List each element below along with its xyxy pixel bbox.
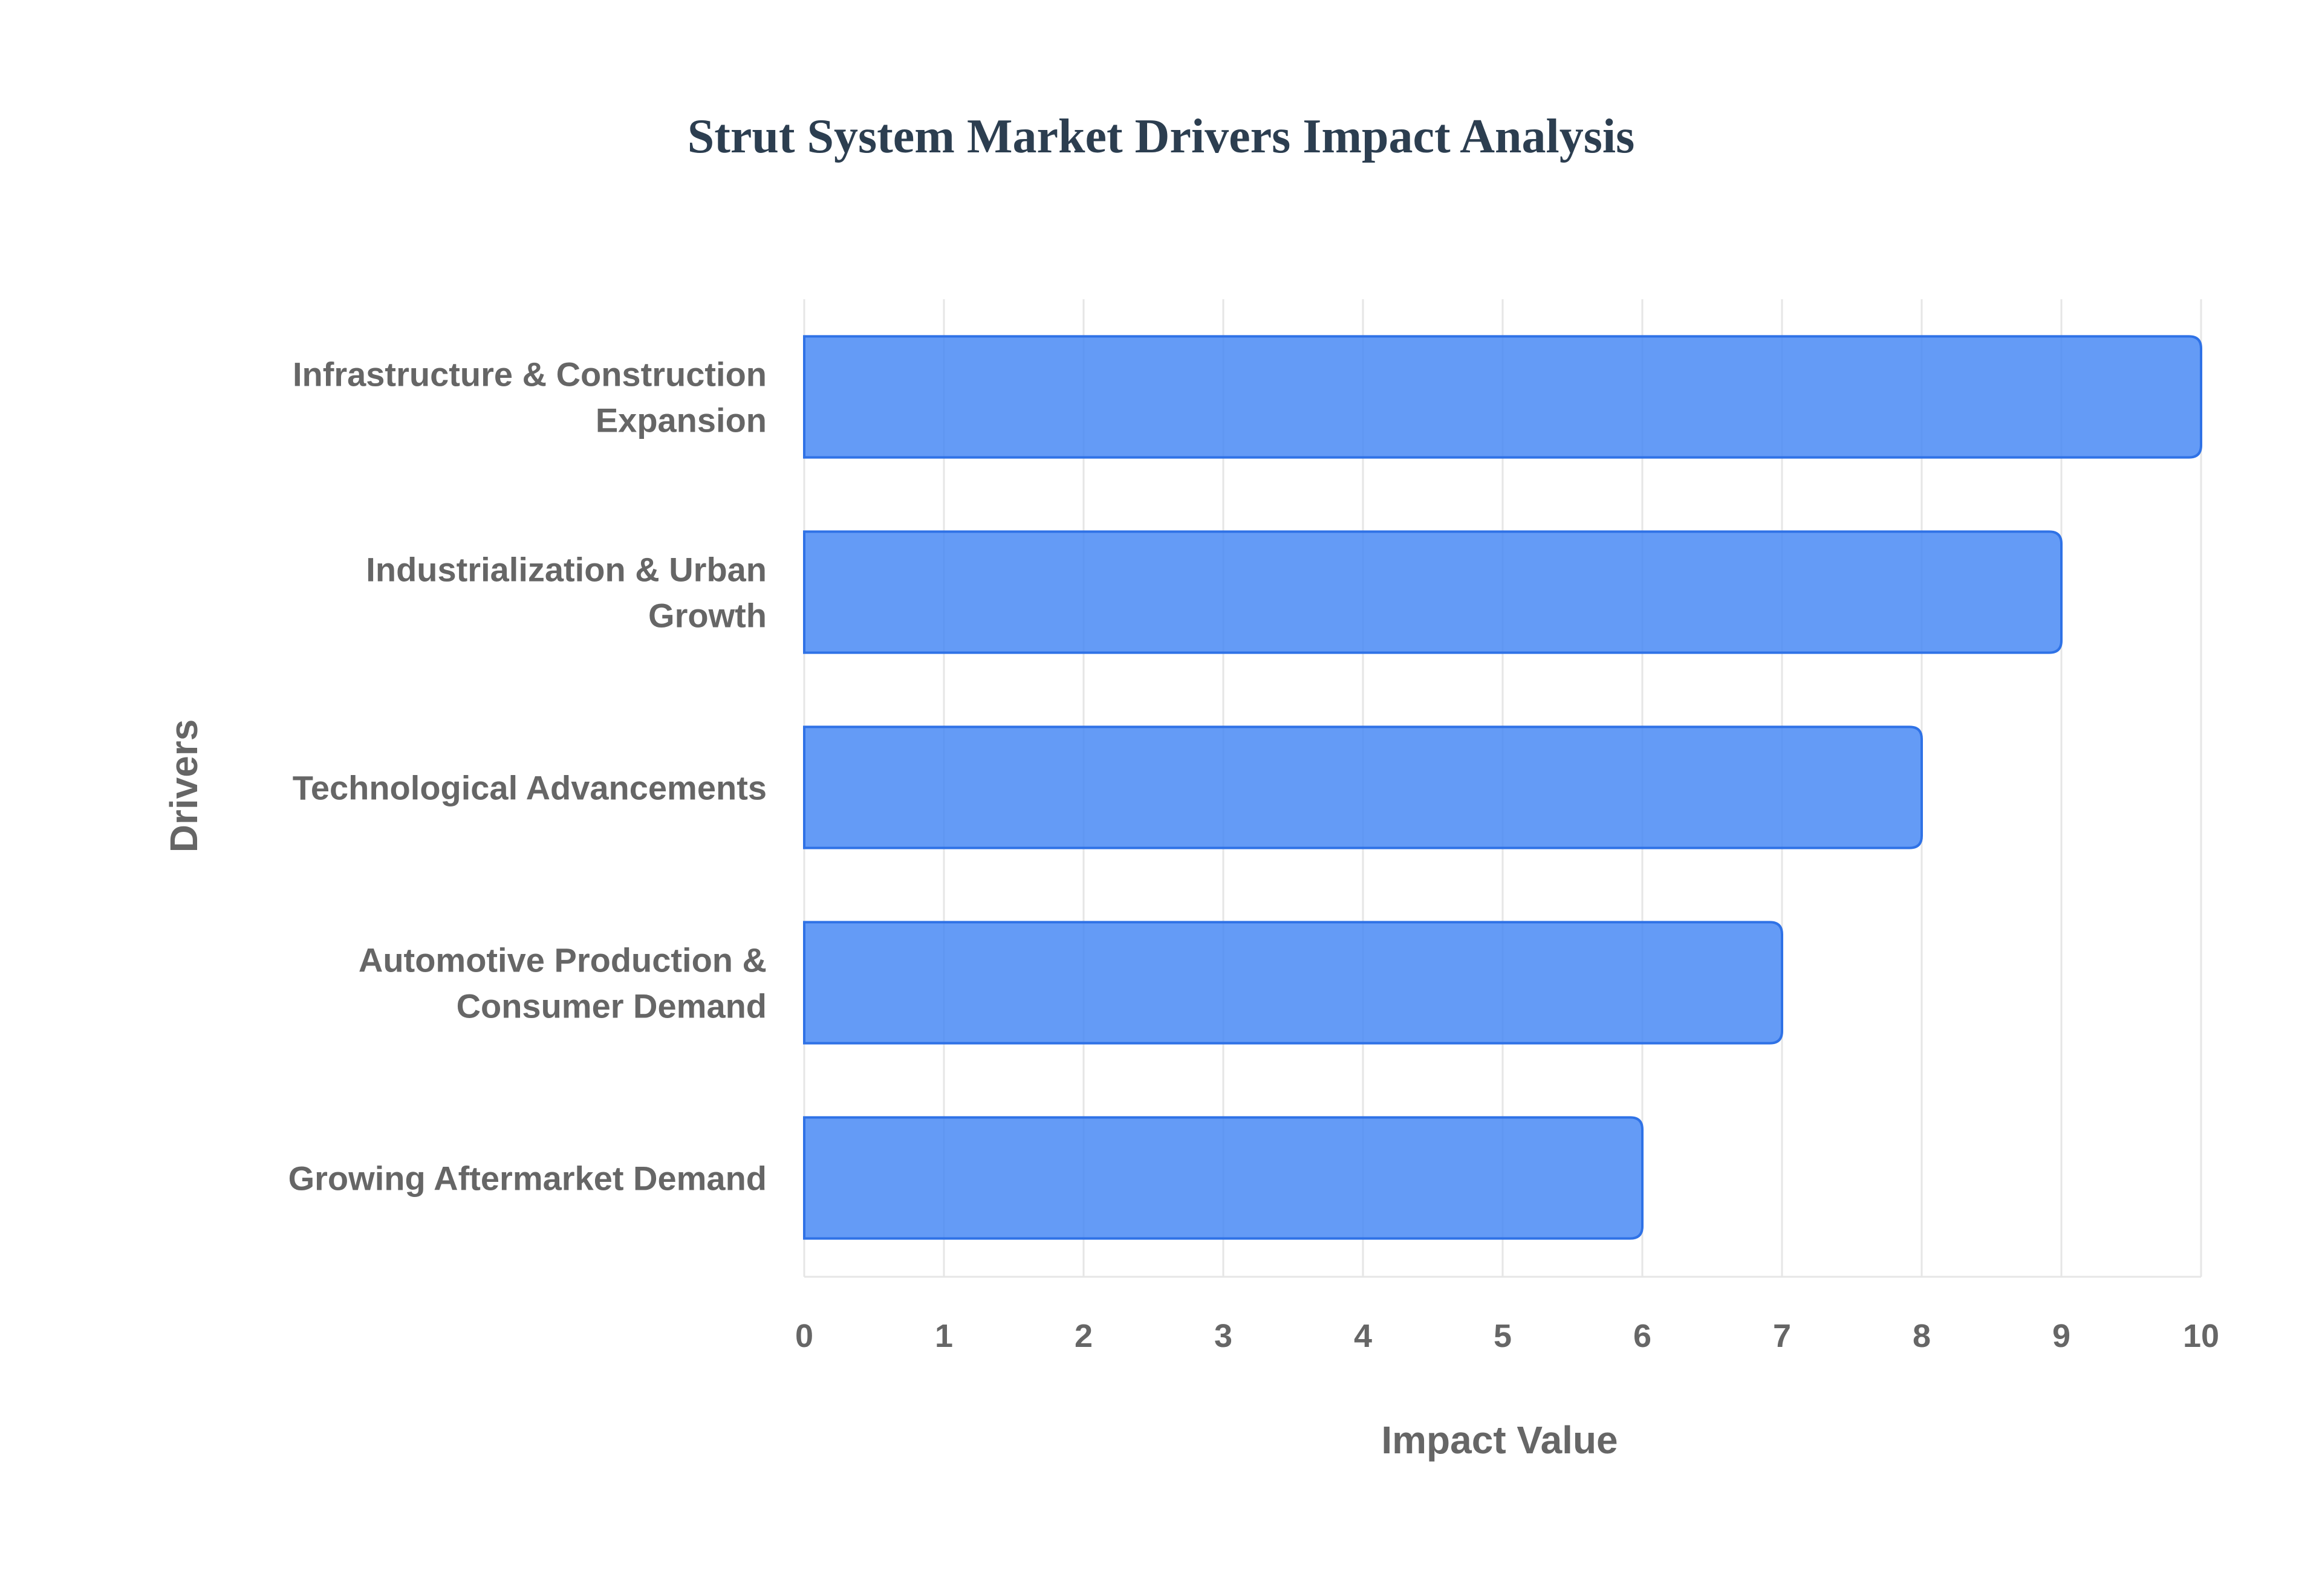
- y-axis-title: Drivers: [162, 719, 206, 853]
- y-category-label-1-line-1: Growth: [648, 597, 767, 635]
- bar-4: [803, 1116, 1644, 1240]
- x-tick-label-9: 9: [2052, 1318, 2070, 1354]
- x-tick-label-8: 8: [1913, 1318, 1931, 1354]
- y-category-label-4: Growing Aftermarket Demand: [288, 1160, 767, 1198]
- bar-2: [803, 725, 1923, 849]
- x-tick-label-10: 10: [2183, 1318, 2219, 1354]
- y-category-label-0-line-1: Expansion: [596, 401, 767, 440]
- y-axis-categories: Infrastructure & Construction ExpansionIn…: [288, 355, 767, 1198]
- bars: [803, 335, 2202, 1240]
- x-axis-ticks: 0 1 2 3 4 5 6 7 8 9 10: [795, 1318, 2219, 1354]
- y-category-label-1-line-0: Industrialization & Urban: [366, 551, 767, 589]
- y-category-label-2: Technological Advancements: [293, 769, 767, 807]
- x-tick-label-5: 5: [1494, 1318, 1512, 1354]
- x-tick-label-0: 0: [795, 1318, 813, 1354]
- x-tick-label-6: 6: [1633, 1318, 1651, 1354]
- x-tick-label-1: 1: [935, 1318, 953, 1354]
- bar-3: [803, 921, 1783, 1045]
- bar-0: [803, 335, 2202, 459]
- y-category-label-3: Automotive Production & Consumer Demand: [359, 941, 767, 1025]
- x-tick-label-3: 3: [1214, 1318, 1232, 1354]
- y-category-label-3-line-1: Consumer Demand: [457, 987, 767, 1025]
- x-tick-label-2: 2: [1075, 1318, 1093, 1354]
- y-category-label-0: Infrastructure & Construction Expansion: [293, 355, 767, 440]
- chart-title: Strut System Market Drivers Impact Analy…: [688, 110, 1634, 163]
- y-category-label-3-line-0: Automotive Production &: [359, 941, 767, 979]
- x-tick-label-4: 4: [1354, 1318, 1372, 1354]
- y-category-label-2-line-0: Technological Advancements: [293, 769, 767, 807]
- x-axis-title: Impact Value: [1381, 1418, 1618, 1462]
- y-category-label-1: Industrialization & Urban Growth: [366, 551, 767, 635]
- bar-1: [803, 530, 2063, 654]
- y-category-label-0-line-0: Infrastructure & Construction: [293, 355, 767, 394]
- y-category-label-4-line-0: Growing Aftermarket Demand: [288, 1160, 767, 1198]
- x-tick-label-7: 7: [1773, 1318, 1791, 1354]
